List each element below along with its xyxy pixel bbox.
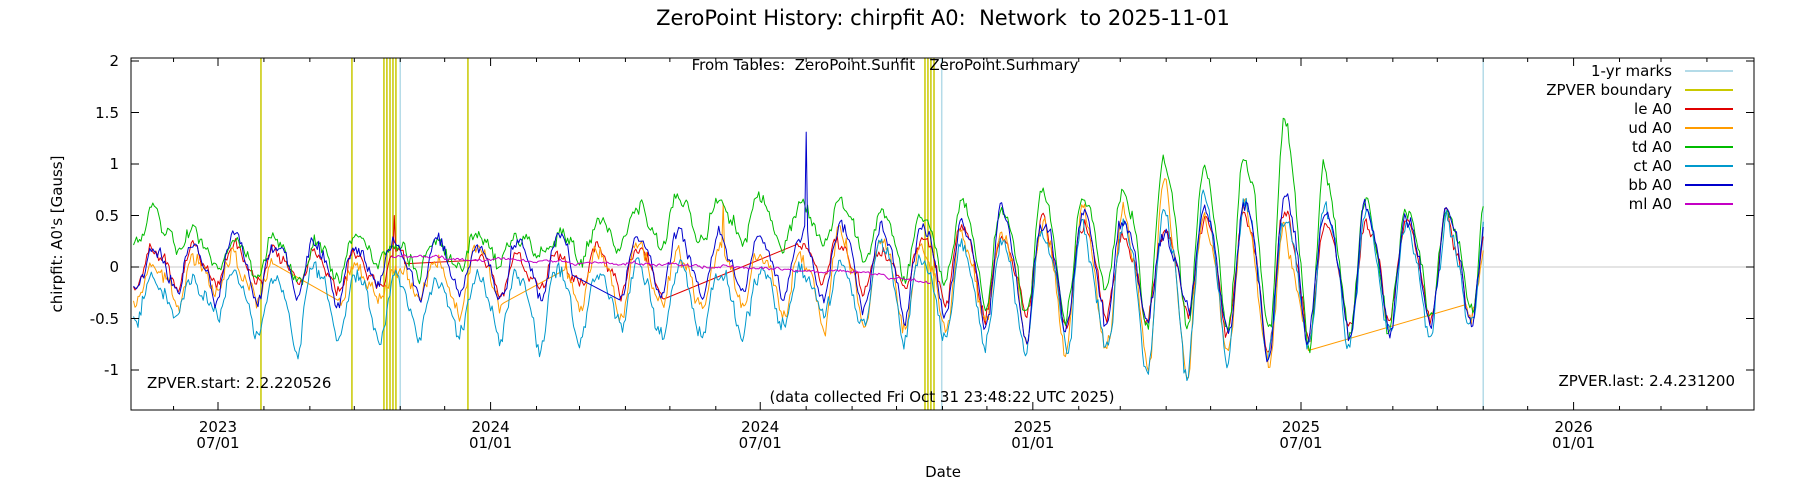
series-line-td-A0 [133, 117, 1484, 354]
data-collected-note: (data collected Fri Oct 31 23:48:22 UTC … [769, 388, 1115, 406]
legend-swatch [1685, 107, 1733, 110]
y-tick-label: 0.5 [95, 206, 119, 225]
legend-row: ud A0 [1546, 118, 1733, 137]
legend-row: 1-yr marks [1546, 61, 1733, 80]
y-tick-label: 0 [109, 258, 119, 276]
legend-row: ct A0 [1546, 156, 1733, 175]
x-axis-label: Date [925, 463, 961, 481]
legend-swatch [1685, 88, 1733, 91]
legend-swatch [1685, 183, 1733, 186]
y-tick-label: 2 [109, 52, 119, 70]
legend-row: td A0 [1546, 137, 1733, 156]
legend-label: le A0 [1634, 99, 1672, 118]
legend-swatch [1685, 164, 1733, 167]
y-tick-label: 1.5 [95, 103, 119, 122]
from-tables-note: From Tables: ZeroPoint.Sunfit ZeroPoint.… [691, 56, 1079, 74]
legend-label: ml A0 [1628, 194, 1672, 213]
series-line-bb-A0 [133, 131, 1484, 363]
series-line-ml-A0 [391, 254, 931, 284]
chart-title: ZeroPoint History: chirpfit A0: Network … [656, 6, 1230, 30]
legend-label: ZPVER boundary [1546, 80, 1672, 99]
legend-label: 1-yr marks [1591, 61, 1672, 80]
zpver-last-note: ZPVER.last: 2.4.231200 [1558, 372, 1735, 390]
legend-swatch [1685, 126, 1733, 129]
x-tick-label: 2024 07/01 [738, 418, 782, 452]
x-tick-label: 2023 07/01 [196, 418, 240, 452]
legend-label: bb A0 [1628, 175, 1672, 194]
legend: 1-yr marks ZPVER boundary le A0 ud A0 td A0 c… [1546, 61, 1733, 213]
legend-label: ud A0 [1628, 118, 1672, 137]
legend-swatch [1685, 202, 1733, 205]
y-axis-label: chirpfit: A0's [Gauss] [48, 155, 66, 313]
x-tick-label: 2025 01/01 [1011, 418, 1055, 452]
plot-border [130, 57, 1755, 411]
legend-label: td A0 [1632, 137, 1672, 156]
legend-row: ZPVER boundary [1546, 80, 1733, 99]
legend-swatch [1685, 69, 1733, 72]
legend-row: ml A0 [1546, 194, 1733, 213]
x-tick-label: 2025 07/01 [1279, 418, 1323, 452]
legend-label: ct A0 [1633, 156, 1672, 175]
y-tick-label: 1 [109, 155, 119, 173]
series-line-ct-A0 [133, 189, 1484, 381]
y-tick-label: -0.5 [89, 309, 119, 328]
x-tick-label: 2026 01/01 [1551, 418, 1596, 452]
x-tick-label: 2024 01/01 [468, 418, 513, 452]
zpver-start-note: ZPVER.start: 2.2.220526 [147, 374, 332, 392]
legend-swatch [1685, 145, 1733, 148]
legend-row: bb A0 [1546, 175, 1733, 194]
y-tick-label: -1 [104, 361, 119, 379]
legend-row: le A0 [1546, 99, 1733, 118]
